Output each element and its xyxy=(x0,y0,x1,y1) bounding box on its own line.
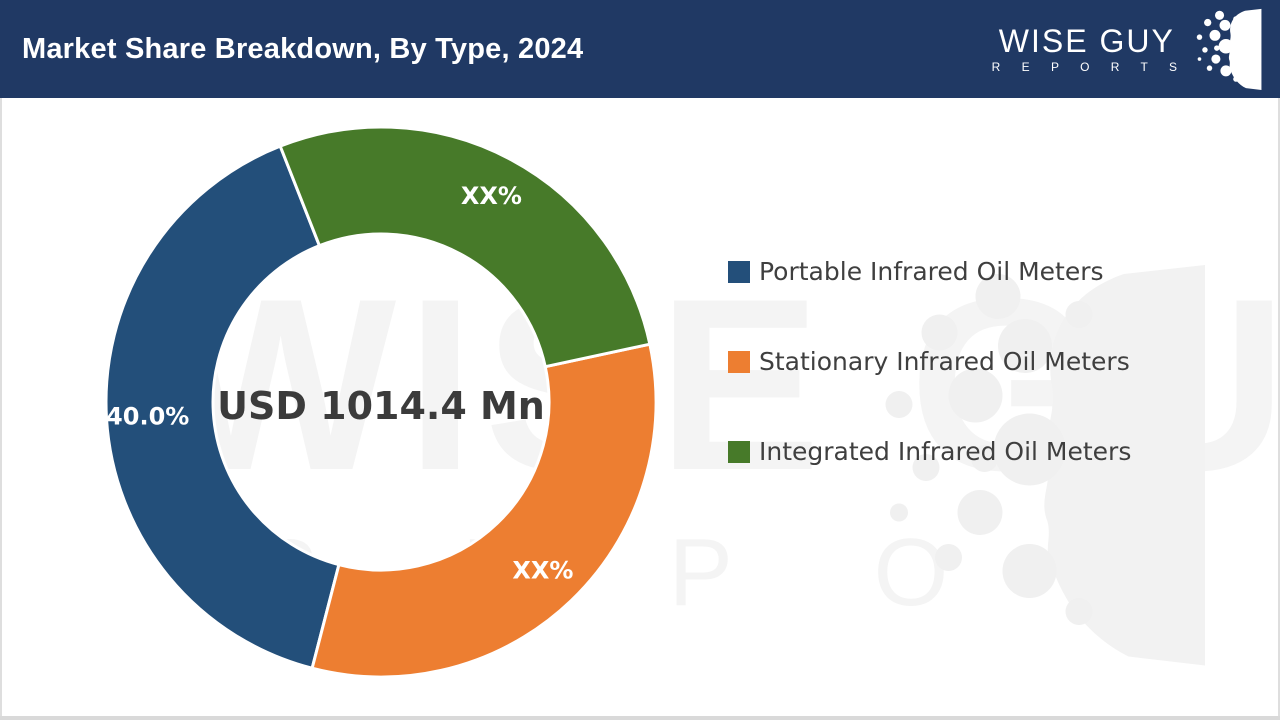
legend-label-integrated: Integrated Infrared Oil Meters xyxy=(759,437,1132,466)
slice-value-label-1: XX% xyxy=(512,557,573,585)
page-border-bottom xyxy=(0,716,1280,720)
head-profile-dots-icon xyxy=(1196,8,1262,90)
legend-swatch-portable xyxy=(728,261,750,283)
legend-swatch-stationary xyxy=(728,351,750,373)
donut-slice-0 xyxy=(104,144,341,670)
legend-label-portable: Portable Infrared Oil Meters xyxy=(759,257,1104,286)
slice-value-label-2: XX% xyxy=(461,182,522,210)
chart-legend: Portable Infrared Oil Meters Stationary … xyxy=(728,259,1131,529)
header-bar: Market Share Breakdown, By Type, 2024 WI… xyxy=(0,0,1280,98)
donut-chart: 40.0% XX% XX% xyxy=(104,125,658,679)
logo-text-wise-guy: WISE GUY xyxy=(998,23,1175,59)
donut-slice-1 xyxy=(310,342,658,679)
donut-slice-2 xyxy=(278,125,652,369)
legend-item-portable: Portable Infrared Oil Meters xyxy=(728,259,1131,285)
wiseguy-logo: WISE GUY R E P O R T S xyxy=(988,8,1262,90)
slice-value-label-0: 40.0% xyxy=(106,402,189,430)
logo-wordmark: WISE GUY R E P O R T S xyxy=(988,24,1186,74)
page-border-right xyxy=(1278,98,1280,720)
legend-label-stationary: Stationary Infrared Oil Meters xyxy=(759,347,1130,376)
legend-item-stationary: Stationary Infrared Oil Meters xyxy=(728,349,1131,375)
chart-area: WISE GUY R E P O R T S 40.0%XX%XX% USD 1… xyxy=(0,98,1280,720)
logo-text-reports: R E P O R T S xyxy=(991,60,1186,74)
watermark-head-profile-icon xyxy=(885,265,1205,666)
page-title: Market Share Breakdown, By Type, 2024 xyxy=(22,32,584,65)
legend-swatch-integrated xyxy=(728,441,750,463)
legend-item-integrated: Integrated Infrared Oil Meters xyxy=(728,439,1131,465)
donut-center-value: USD 1014.4 Mn xyxy=(217,384,545,428)
page-border-left xyxy=(0,98,2,720)
